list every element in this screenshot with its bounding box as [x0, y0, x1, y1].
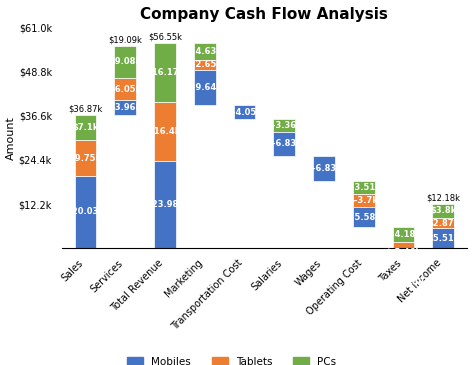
Text: $16.4k: $16.4k [149, 127, 181, 136]
Bar [194, 70, 216, 105]
Bar [154, 102, 176, 161]
Bar [353, 181, 374, 194]
Title: Company Cash Flow Analysis: Company Cash Flow Analysis [140, 7, 388, 22]
Bar [273, 131, 295, 156]
Text: $9.75k: $9.75k [69, 154, 101, 162]
Bar [432, 218, 454, 228]
Bar [74, 176, 96, 248]
Bar [273, 119, 295, 131]
Text: $6.05k: $6.05k [109, 85, 141, 94]
Bar [154, 161, 176, 248]
Text: $2.87k: $2.87k [427, 219, 459, 227]
Text: $-3.51k: $-3.51k [346, 183, 382, 192]
Bar [392, 242, 414, 262]
Text: $-4.63k: $-4.63k [187, 47, 223, 56]
Bar [353, 194, 374, 207]
Text: $-11.44k: $-11.44k [383, 278, 424, 287]
Bar [392, 262, 414, 304]
Text: $16.17k: $16.17k [146, 68, 184, 77]
Text: $3.96k: $3.96k [109, 103, 141, 112]
Bar [313, 156, 335, 181]
Text: $36.87k: $36.87k [68, 104, 103, 113]
Bar [392, 227, 414, 242]
Bar [154, 43, 176, 102]
Bar [194, 60, 216, 70]
Bar [432, 204, 454, 218]
Text: $5.51k: $5.51k [427, 234, 459, 243]
Bar [353, 207, 374, 227]
Text: $20.03k: $20.03k [66, 207, 104, 216]
Text: $-5.46k: $-5.46k [385, 248, 421, 257]
Text: $-6.83k: $-6.83k [266, 139, 302, 149]
Bar [432, 228, 454, 248]
Text: $23.98k: $23.98k [146, 200, 184, 209]
Bar [114, 46, 136, 78]
Bar [194, 43, 216, 60]
Text: $3.8k: $3.8k [430, 207, 456, 215]
Text: $-2.65k: $-2.65k [187, 61, 223, 69]
Bar [234, 105, 255, 119]
Text: $-4.05k: $-4.05k [227, 108, 263, 116]
Text: $-3.7k: $-3.7k [349, 196, 379, 205]
Text: $7.1k: $7.1k [72, 123, 99, 132]
Text: $-6.83k: $-6.83k [306, 164, 342, 173]
Text: $-3.36k: $-3.36k [266, 121, 302, 130]
Legend: Mobiles, Tablets, PCs: Mobiles, Tablets, PCs [123, 353, 340, 365]
Text: $56.55k: $56.55k [148, 33, 182, 42]
Text: $9.08k: $9.08k [109, 57, 141, 66]
Text: $-4.18k: $-4.18k [385, 230, 421, 239]
Text: $12.18k: $12.18k [426, 194, 460, 203]
Y-axis label: Amount: Amount [6, 116, 16, 160]
Bar [74, 141, 96, 176]
Bar [114, 78, 136, 100]
Bar [74, 115, 96, 141]
Text: $-9.64k: $-9.64k [187, 83, 223, 92]
Bar [114, 100, 136, 115]
Text: $-5.58k: $-5.58k [346, 213, 382, 222]
Text: $19.09k: $19.09k [108, 35, 142, 44]
